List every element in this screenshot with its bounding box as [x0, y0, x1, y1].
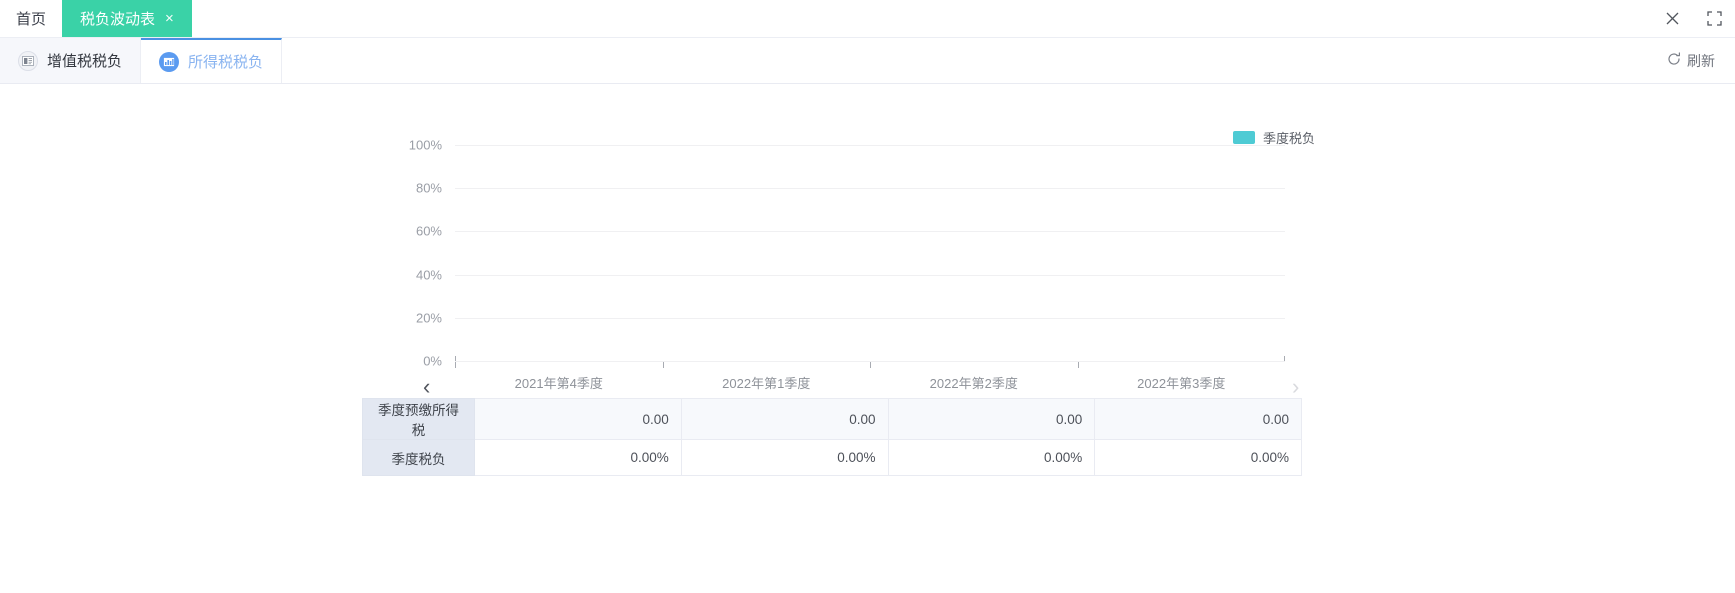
- chart-y-tick-label: 20%: [415, 310, 442, 326]
- refresh-button[interactable]: 刷新: [1657, 38, 1735, 83]
- chart-gridline: 80%: [416, 181, 1285, 196]
- table-row-label: 季度预缴所得税: [362, 398, 475, 440]
- chart-plot-area: 2021年第4季度 2022年第1季度 2022年第2季度 2022年第3季度 0% 2…: [409, 138, 1285, 391]
- chart-y-tick-label: 100%: [408, 137, 442, 153]
- tab-home[interactable]: 首页: [0, 0, 62, 37]
- top-tab-bar: 首页 税负波动表 ×: [0, 0, 1735, 38]
- x-axis-cap-left: [455, 356, 456, 362]
- sub-tab-bar: 增值税税负 所得税税负 刷新: [0, 38, 1735, 84]
- chart-y-tick-label: 0%: [423, 353, 442, 369]
- chart-x-categories: 2021年第4季度 2022年第1季度 2022年第2季度 2022年第3季度: [455, 362, 1285, 392]
- chart-y-tick-label: 80%: [415, 180, 442, 196]
- chart-gridline: 0%: [423, 354, 1285, 369]
- topbar-spacer: [192, 0, 1651, 37]
- table-cell-value: 0.00: [474, 398, 682, 440]
- chart-gridline: 100%: [409, 138, 1285, 153]
- vat-report-icon: [18, 50, 38, 71]
- table-cell-value: 0.00: [680, 398, 889, 440]
- table-cell-value: 0.00%: [1094, 439, 1302, 476]
- legend-label-quarterly-tax-burden: 季度税负: [1262, 131, 1315, 146]
- refresh-icon: [1667, 52, 1681, 69]
- refresh-button-label: 刷新: [1687, 52, 1715, 69]
- legend-swatch-quarterly-tax-burden: [1232, 131, 1255, 144]
- subbar-spacer: [282, 38, 1657, 83]
- chart-y-tick-label: 40%: [415, 267, 442, 283]
- table-cell-value: 0.00: [887, 398, 1096, 440]
- table-cell-value: 0.00%: [680, 439, 889, 476]
- table-row: 季度税负 0.00% 0.00% 0.00% 0.00%: [362, 439, 1302, 476]
- close-icon: [1665, 11, 1680, 26]
- table-cell-value: 0.00: [1094, 398, 1302, 440]
- chart-x-tick-label: 2022年第3季度: [1077, 362, 1286, 392]
- chart-x-tick-label: 2022年第2季度: [870, 362, 1078, 392]
- x-axis-cap-right: [1284, 356, 1285, 362]
- report-content: 季度税负 2021年第4季度 2022年第1季度 2022年第2季度 2022年第3季…: [0, 84, 1735, 593]
- chart-x-tick-label: 2021年第4季度: [455, 362, 663, 392]
- window-fullscreen-button[interactable]: [1693, 0, 1735, 37]
- chart-prev-button[interactable]: ‹: [423, 374, 431, 399]
- window-close-button[interactable]: [1651, 0, 1693, 37]
- table-cell-value: 0.00%: [887, 439, 1096, 476]
- tab-tax-fluctuation-table[interactable]: 税负波动表 ×: [62, 0, 192, 37]
- quarterly-tax-burden-chart: 季度税负 2021年第4季度 2022年第1季度 2022年第2季度 2022年第3季…: [0, 84, 1440, 398]
- sub-tab-income-tax[interactable]: 所得税税负: [141, 38, 283, 83]
- table-row: 季度预缴所得税 0.00 0.00 0.00 0.00: [362, 398, 1302, 440]
- chart-gridline: 60%: [416, 224, 1285, 239]
- tab-close-icon[interactable]: ×: [165, 10, 174, 27]
- table-body: 季度预缴所得税 0.00 0.00 0.00 0.00 季度税负 0.00% 0.00% 0.0…: [362, 398, 1302, 476]
- tab-tax-fluctuation-table-label: 税负波动表: [80, 11, 156, 28]
- quarterly-tax-table: 季度预缴所得税 0.00 0.00 0.00 0.00 季度税负 0.00% 0.00% 0.0…: [362, 398, 1302, 476]
- chart-next-button[interactable]: ›: [1292, 374, 1300, 399]
- table-cell-value: 0.00%: [474, 439, 682, 476]
- income-tax-report-icon: [159, 51, 180, 72]
- tab-home-label: 首页: [16, 11, 47, 28]
- sub-tab-vat[interactable]: 增值税税负: [0, 38, 142, 83]
- chart-y-tick-label: 60%: [415, 223, 442, 239]
- fullscreen-icon: [1706, 11, 1722, 26]
- sub-tab-vat-label: 增值税税负: [47, 53, 123, 70]
- sub-tab-income-tax-label: 所得税税负: [188, 54, 264, 71]
- chart-gridline: 20%: [416, 310, 1285, 325]
- table-row-label: 季度税负: [362, 439, 475, 476]
- chart-gridline: 40%: [416, 267, 1285, 282]
- chart-x-tick-label: 2022年第1季度: [662, 362, 871, 392]
- chart-legend[interactable]: 季度税负: [1232, 128, 1315, 147]
